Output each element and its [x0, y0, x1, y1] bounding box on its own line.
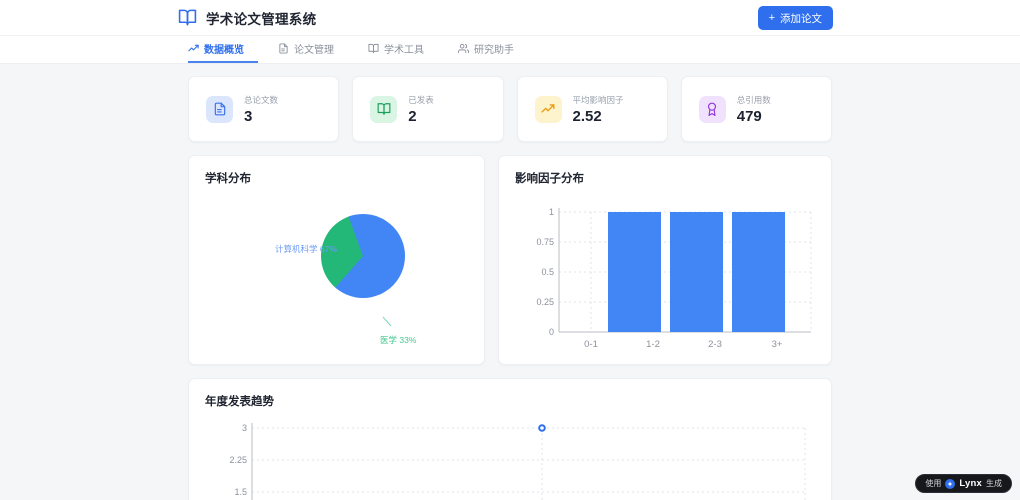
svg-text:1: 1 [549, 207, 554, 217]
tab-bar: 数据概览 论文管理 学术工具 研究助手 [0, 36, 1020, 64]
dashboard-body: 总论文数 3 已发表 2 平均影响因子 2.52 [0, 64, 1020, 500]
svg-text:0.25: 0.25 [536, 297, 554, 307]
award-icon [698, 95, 726, 123]
bar-3plus [732, 212, 785, 332]
app-header: 学术论文管理系统 + 添加论文 [0, 0, 1020, 36]
impact-factor-distribution-card: 影响因子分布 [498, 155, 832, 365]
stat-value: 479 [736, 108, 762, 125]
stat-card-row: 总论文数 3 已发表 2 平均影响因子 2.52 [188, 76, 832, 142]
svg-text:2-3: 2-3 [708, 339, 722, 350]
book-open-icon [368, 43, 379, 54]
pie-chart[interactable]: 计算机科学 67% 医学 33% [205, 186, 468, 354]
chart-row: 学科分布 计算机科学 67% 医学 33% 影响因子分布 [188, 155, 832, 365]
svg-text:1-2: 1-2 [646, 339, 660, 350]
stat-value: 2 [408, 108, 417, 125]
svg-text:3+: 3+ [772, 339, 783, 350]
page-title: 学术论文管理系统 [206, 11, 317, 27]
svg-text:1.5: 1.5 [234, 487, 247, 497]
stat-value: 3 [244, 108, 253, 125]
trend-data-point [538, 424, 546, 432]
svg-text:0-1: 0-1 [584, 339, 598, 350]
file-text-icon [206, 95, 233, 123]
stat-value: 2.52 [572, 108, 602, 125]
tab-assistant[interactable]: 研究助手 [458, 36, 528, 63]
tab-papers[interactable]: 论文管理 [278, 36, 348, 63]
svg-text:0.75: 0.75 [536, 237, 554, 247]
tab-overview[interactable]: 数据概览 [188, 36, 258, 63]
bar-chart[interactable]: 1 0.75 0.5 0.25 0 0-1 1-2 2-3 3+ [515, 192, 815, 357]
pie-slices [321, 214, 405, 298]
lynx-logo-icon [945, 478, 956, 489]
lynx-suffix: 生成 [986, 479, 1002, 488]
lynx-prefix: 使用 [925, 479, 942, 488]
stat-label: 已发表 [408, 95, 434, 105]
bar-1-2 [608, 212, 661, 332]
add-paper-button[interactable]: + 添加论文 [757, 6, 833, 30]
lynx-badge: 使用 Lynx 生成 [915, 474, 1012, 493]
stat-card-published: 已发表 2 [352, 76, 504, 142]
stat-label: 平均影响因子 [572, 95, 624, 105]
chart-title: 年度发表趋势 [205, 396, 274, 408]
plus-icon: + [768, 11, 775, 24]
book-open-icon [178, 8, 197, 27]
add-paper-label: 添加论文 [780, 12, 822, 25]
bar-2-3 [670, 212, 723, 332]
trending-up-icon [188, 43, 199, 54]
tab-tools[interactable]: 学术工具 [368, 36, 438, 63]
tab-assistant-label: 研究助手 [474, 45, 514, 56]
svg-text:2.25: 2.25 [229, 455, 247, 465]
annual-publication-trend-card: 年度发表趋势 3 2.25 1.5 [188, 378, 832, 500]
chart-title: 学科分布 [205, 173, 251, 185]
svg-text:0.5: 0.5 [541, 267, 554, 277]
stat-card-impact-factor: 平均影响因子 2.52 [516, 76, 668, 142]
brand: 学术论文管理系统 [178, 8, 316, 28]
tab-tools-label: 学术工具 [384, 45, 424, 56]
pie-label-computer-science: 计算机科学 67% [275, 244, 337, 254]
trending-up-icon [534, 95, 562, 123]
svg-text:3: 3 [242, 423, 247, 433]
discipline-distribution-card: 学科分布 计算机科学 67% 医学 33% [188, 155, 485, 365]
tab-papers-label: 论文管理 [294, 45, 334, 56]
users-icon [458, 43, 469, 54]
stat-label: 总引用数 [736, 95, 771, 105]
stat-card-citations: 总引用数 479 [680, 76, 832, 142]
svg-text:0: 0 [549, 327, 554, 337]
tab-overview-label: 数据概览 [204, 45, 244, 56]
stat-card-total-papers: 总论文数 3 [188, 76, 340, 142]
file-text-icon [278, 43, 289, 54]
lynx-name: Lynx [959, 478, 982, 489]
chart-title: 影响因子分布 [515, 173, 584, 185]
trend-line-chart[interactable]: 3 2.25 1.5 [205, 417, 817, 500]
stat-label: 总论文数 [244, 95, 279, 105]
pie-label-medicine: 医学 33% [380, 335, 417, 345]
book-open-icon [370, 95, 398, 123]
